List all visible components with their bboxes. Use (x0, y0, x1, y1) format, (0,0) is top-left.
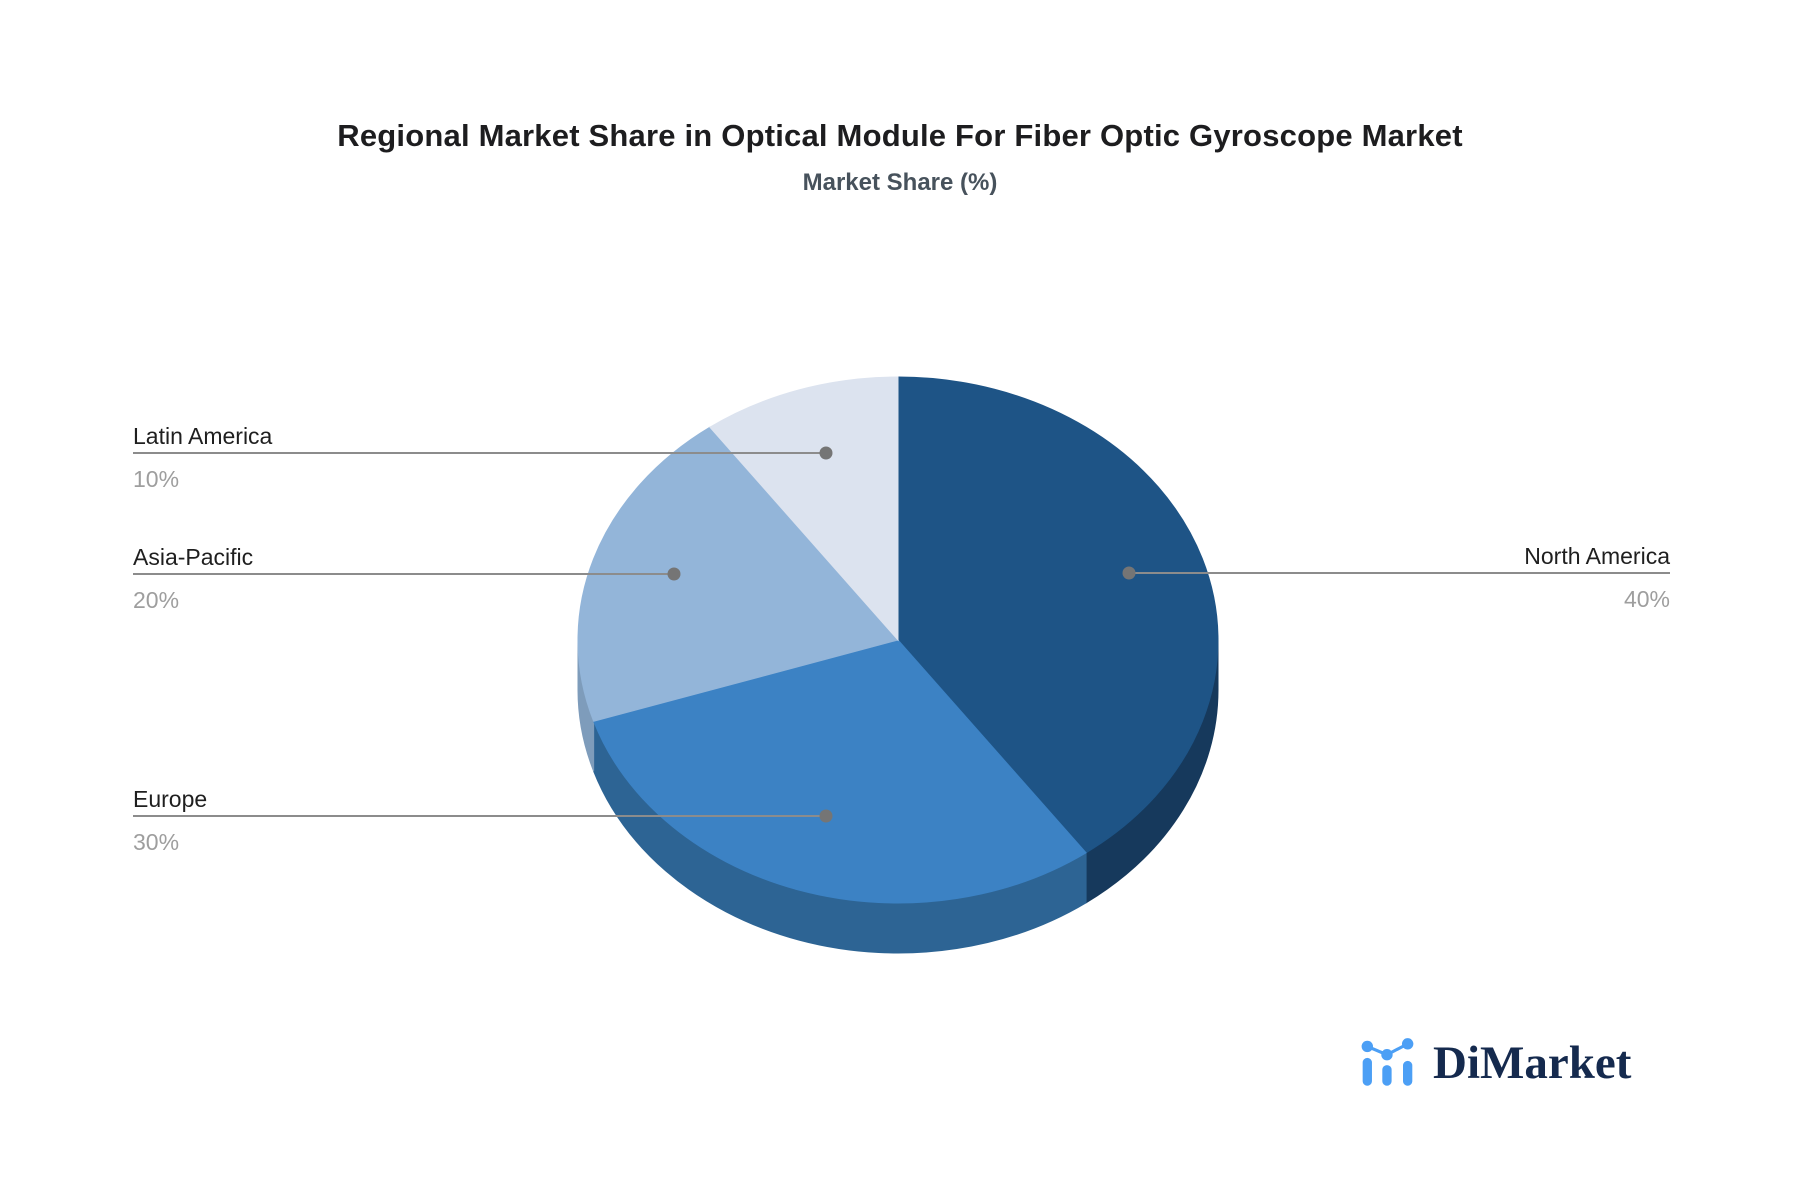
pie-slice-europe[interactable] (592, 639, 1087, 904)
slice-label-north-america: North America (1524, 543, 1670, 569)
leader-dot-north-america (1122, 566, 1136, 580)
chart-subtitle: Market Share (%) (802, 169, 998, 196)
leader-dot-asia-pacific (667, 567, 681, 581)
slice-percent-north-america: 40% (1624, 586, 1670, 612)
chart-title: Regional Market Share in Optical Module … (337, 118, 1463, 153)
slice-percent-asia-pacific: 20% (133, 587, 179, 613)
leader-dot-europe (819, 809, 833, 823)
slice-label-latin-america: Latin America (133, 423, 273, 449)
slice-percent-latin-america: 10% (133, 466, 179, 492)
slice-percent-europe: 30% (133, 829, 179, 855)
brand-logo-text: DiMarket (1433, 1036, 1632, 1089)
pie-slice-north-america[interactable] (897, 376, 1219, 854)
brand-logo: DiMarket (1358, 1036, 1631, 1090)
slice-label-asia-pacific: Asia-Pacific (133, 544, 253, 570)
leader-dot-latin-america (819, 446, 833, 460)
bar-line-chart-icon (1361, 1038, 1414, 1086)
slice-label-europe: Europe (133, 786, 207, 812)
pie-slice-latin-america[interactable] (709, 376, 899, 642)
